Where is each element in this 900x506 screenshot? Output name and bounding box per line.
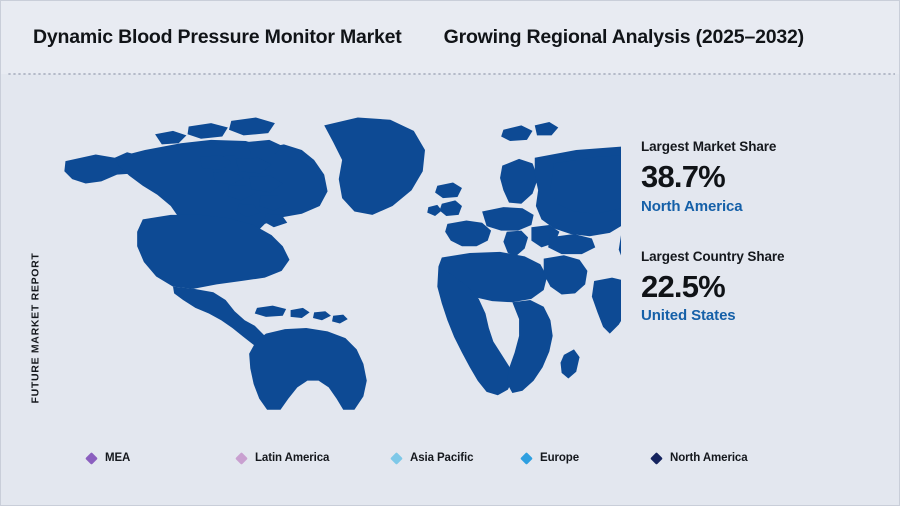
legend-item-label: North America	[670, 452, 748, 464]
stat-value: 38.7%	[641, 159, 726, 194]
brand-vertical-label: FUTURE MARKET REPORT	[28, 233, 44, 423]
legend-item-north-america[interactable]: North America	[650, 451, 748, 465]
header-divider	[7, 73, 895, 75]
legend-item-mea[interactable]: MEA	[85, 451, 237, 465]
stat-block-market-share: Largest Market Share 38.7% North America	[641, 139, 881, 215]
legend-marker-icon	[520, 451, 533, 465]
legend-item-asia-pacific[interactable]: Asia Pacific	[390, 451, 522, 465]
legend-marker-icon	[650, 451, 663, 465]
legend: MEA Latin America Asia Pacific Europe No…	[85, 447, 787, 469]
stat-block-country-share: Largest Country Share 22.5% United State…	[641, 249, 881, 325]
legend-item-europe[interactable]: Europe	[520, 451, 652, 465]
stat-label: Largest Market Share	[641, 139, 777, 154]
stat-label: Largest Country Share	[641, 248, 785, 264]
legend-marker-icon	[85, 451, 98, 465]
page-subtitle: Growing Regional Analysis (2025–2032)	[443, 26, 805, 48]
legend-marker-icon	[235, 451, 248, 465]
stats-panel: Largest Market Share 38.7% North America…	[641, 139, 881, 358]
page-title: Dynamic Blood Pressure Monitor Market	[33, 26, 402, 48]
legend-item-label: Europe	[540, 452, 580, 464]
legend-item-label: Asia Pacific	[410, 452, 474, 464]
stat-value: 22.5%	[641, 268, 726, 304]
world-map-svg	[64, 117, 621, 410]
header: Dynamic Blood Pressure Monitor Market Gr…	[1, 1, 899, 74]
stat-region: United States	[641, 307, 736, 325]
brand-vertical-text: FUTURE MARKET REPORT	[30, 252, 42, 404]
stat-region: North America	[641, 197, 743, 215]
legend-marker-icon	[390, 451, 403, 465]
world-map	[61, 93, 621, 413]
map-landmasses	[64, 117, 621, 410]
map-landmasses-east	[591, 235, 621, 334]
legend-item-latin-america[interactable]: Latin America	[235, 451, 392, 465]
legend-item-label: Latin America	[255, 452, 330, 464]
legend-item-label: MEA	[105, 452, 131, 464]
header-band	[1, 1, 899, 74]
